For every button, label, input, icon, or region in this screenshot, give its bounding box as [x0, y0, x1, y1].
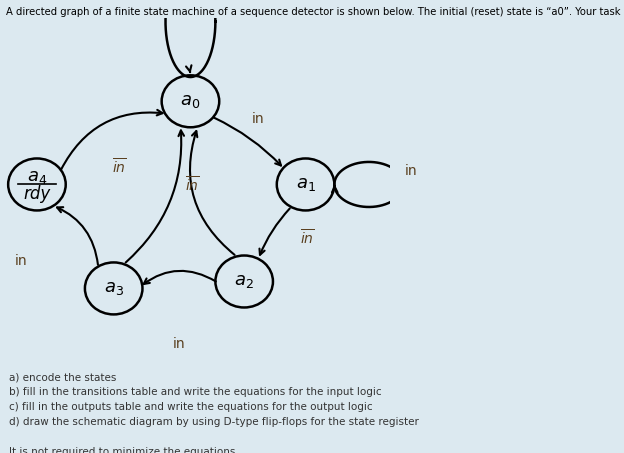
- Text: $\overline{in}$: $\overline{in}$: [185, 175, 200, 194]
- Text: d) draw the schematic diagram by using D-type flip-flops for the state register: d) draw the schematic diagram by using D…: [9, 417, 419, 427]
- Text: rdy: rdy: [23, 184, 51, 202]
- Text: c) fill in the outputs table and write the equations for the output logic: c) fill in the outputs table and write t…: [9, 402, 373, 412]
- Text: in: in: [14, 254, 27, 268]
- Text: A directed graph of a finite state machine of a sequence detector is shown below: A directed graph of a finite state machi…: [6, 7, 624, 17]
- Text: $a_2$: $a_2$: [234, 273, 254, 290]
- Text: $\overline{in}$: $\overline{in}$: [112, 158, 127, 177]
- Text: $a_1$: $a_1$: [296, 175, 316, 193]
- Text: in: in: [173, 337, 185, 351]
- Text: It is not required to minimize the equations.: It is not required to minimize the equat…: [9, 447, 239, 453]
- Text: a) encode the states: a) encode the states: [9, 372, 117, 382]
- Text: b) fill in the transitions table and write the equations for the input logic: b) fill in the transitions table and wri…: [9, 387, 382, 397]
- Text: $a_4$: $a_4$: [27, 168, 47, 186]
- Text: in: in: [405, 164, 417, 178]
- Text: in: in: [251, 111, 264, 125]
- Text: $a_3$: $a_3$: [104, 280, 124, 298]
- Text: $\overline{in}$: $\overline{in}$: [300, 228, 315, 248]
- Text: $a_0$: $a_0$: [180, 92, 200, 110]
